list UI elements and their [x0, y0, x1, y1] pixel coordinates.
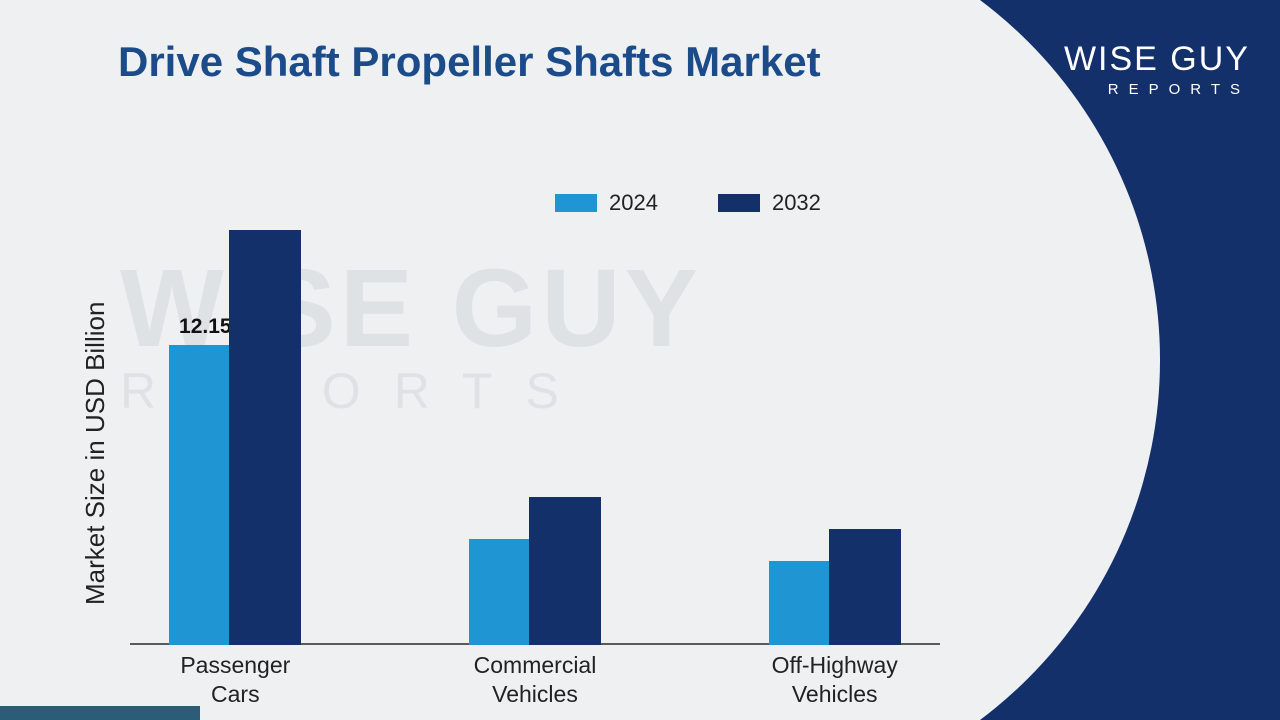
x-axis-category-label: Off-HighwayVehicles	[745, 651, 925, 709]
right-panel	[970, 0, 1280, 720]
legend-label: 2024	[609, 190, 658, 216]
bar	[529, 497, 601, 645]
stage: WISE GUY REPORTS Drive Shaft Propeller S…	[0, 0, 1280, 720]
legend: 2024 2032	[555, 190, 821, 216]
x-axis-category-label: CommercialVehicles	[445, 651, 625, 709]
legend-item: 2024	[555, 190, 658, 216]
legend-item: 2032	[718, 190, 821, 216]
chart-area: PassengerCarsCommercialVehiclesOff-Highw…	[130, 225, 940, 645]
brand-line2: REPORTS	[1064, 81, 1250, 98]
legend-label: 2032	[772, 190, 821, 216]
brand-logo: WISE GUY REPORTS	[1064, 40, 1250, 98]
y-axis-label: Market Size in USD Billion	[80, 302, 111, 605]
bar	[229, 230, 301, 645]
chart-title: Drive Shaft Propeller Shafts Market	[118, 38, 821, 86]
legend-swatch	[555, 194, 597, 212]
legend-swatch	[718, 194, 760, 212]
bar	[829, 529, 901, 645]
brand-line1: WISE GUY	[1064, 40, 1250, 79]
x-axis-category-label: PassengerCars	[145, 651, 325, 709]
